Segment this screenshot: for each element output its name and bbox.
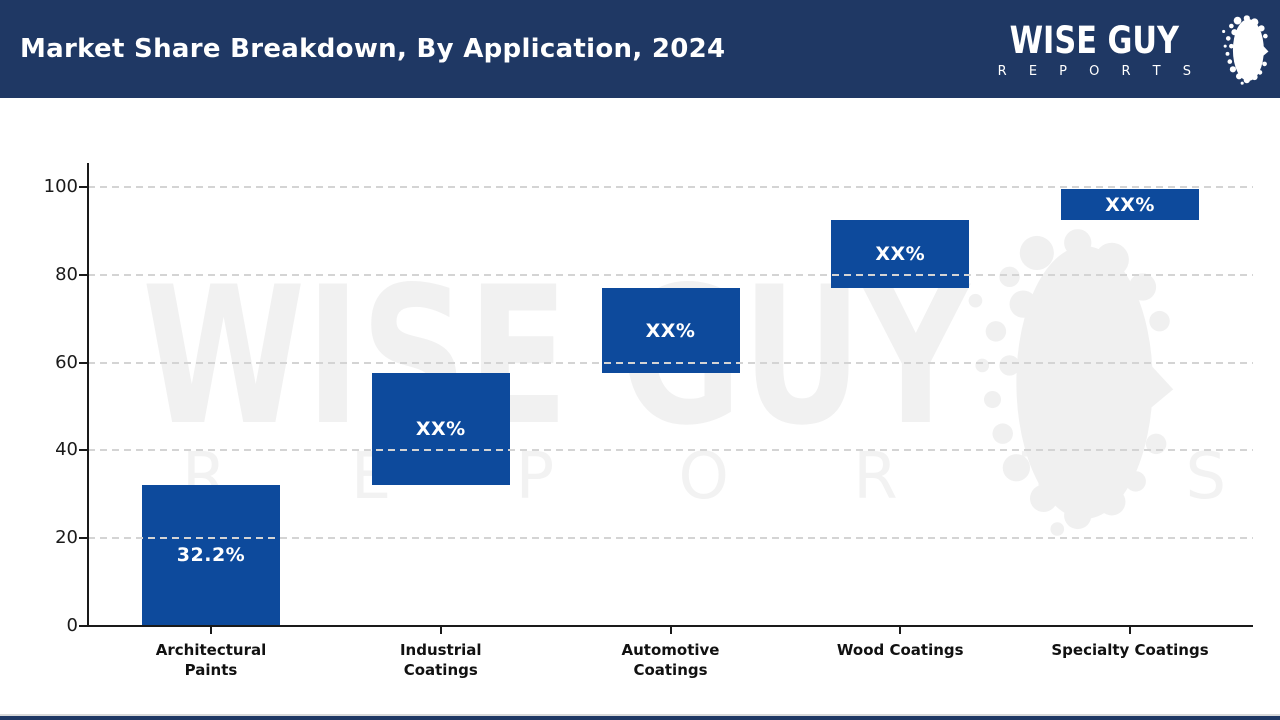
y-tick-label: 60 xyxy=(55,351,78,373)
x-axis-spine xyxy=(87,625,1253,627)
waterfall-bar-4 xyxy=(1061,188,1199,221)
gridline-20 xyxy=(88,537,1253,540)
x-category-label: Automotive Coatings xyxy=(621,641,720,679)
x-category-label: Specialty Coatings xyxy=(1051,641,1209,659)
bar-value-label: XX% xyxy=(1105,193,1155,216)
x-tick-mark xyxy=(899,627,902,634)
x-tick-mark xyxy=(210,627,212,634)
waterfall-bar-3 xyxy=(831,220,970,288)
y-tick-mark xyxy=(79,361,87,364)
waterfall-bar-0 xyxy=(142,484,280,626)
logo-reports-label: R E P O R T S xyxy=(997,63,1200,79)
logo-wiseguy-label: WISE GUY xyxy=(1009,18,1180,62)
y-tick-label: 40 xyxy=(55,439,78,461)
y-tick-mark xyxy=(79,273,87,276)
logo-face-icon xyxy=(1202,10,1270,90)
waterfall-bar-1 xyxy=(371,373,510,485)
page-title: Market Share Breakdown, By Application, … xyxy=(20,34,726,64)
gridline-60 xyxy=(88,361,1253,364)
footer-band xyxy=(0,716,1280,720)
bar-value-label: XX% xyxy=(645,319,696,342)
footer-divider xyxy=(0,714,1280,716)
bar-value-label: XX% xyxy=(415,417,466,440)
x-category-label: Wood Coatings xyxy=(836,641,964,659)
watermark-wiseguy-text: WISE GUY xyxy=(142,246,970,467)
waterfall-bar-2 xyxy=(601,287,740,374)
y-tick-label: 80 xyxy=(55,263,78,285)
header-band: Market Share Breakdown, By Application, … xyxy=(0,0,1280,98)
x-category-label: Architectural Paints xyxy=(155,641,267,679)
y-tick-mark xyxy=(79,537,87,540)
y-axis-spine xyxy=(87,163,89,627)
bar-value-label: 32.2% xyxy=(176,544,246,567)
x-category-label: Industrial Coatings xyxy=(399,641,482,679)
y-tick-label: 0 xyxy=(66,615,78,636)
y-tick-label: 20 xyxy=(55,527,78,549)
x-tick-mark xyxy=(439,627,442,634)
gridline-40 xyxy=(88,449,1253,452)
gridline-100 xyxy=(88,186,1253,188)
bar-value-label: XX% xyxy=(875,243,926,266)
x-tick-mark xyxy=(1129,627,1131,634)
wise-guy-reports-logo: WISE GUY R E P O R T S xyxy=(989,8,1270,92)
y-tick-mark xyxy=(79,186,87,188)
x-tick-mark xyxy=(669,627,672,634)
y-tick-label: 100 xyxy=(43,176,78,197)
logo-text: WISE GUY R E P O R T S xyxy=(989,22,1200,79)
y-tick-mark xyxy=(79,449,87,452)
y-tick-mark xyxy=(79,625,87,627)
gridline-80 xyxy=(88,273,1253,276)
